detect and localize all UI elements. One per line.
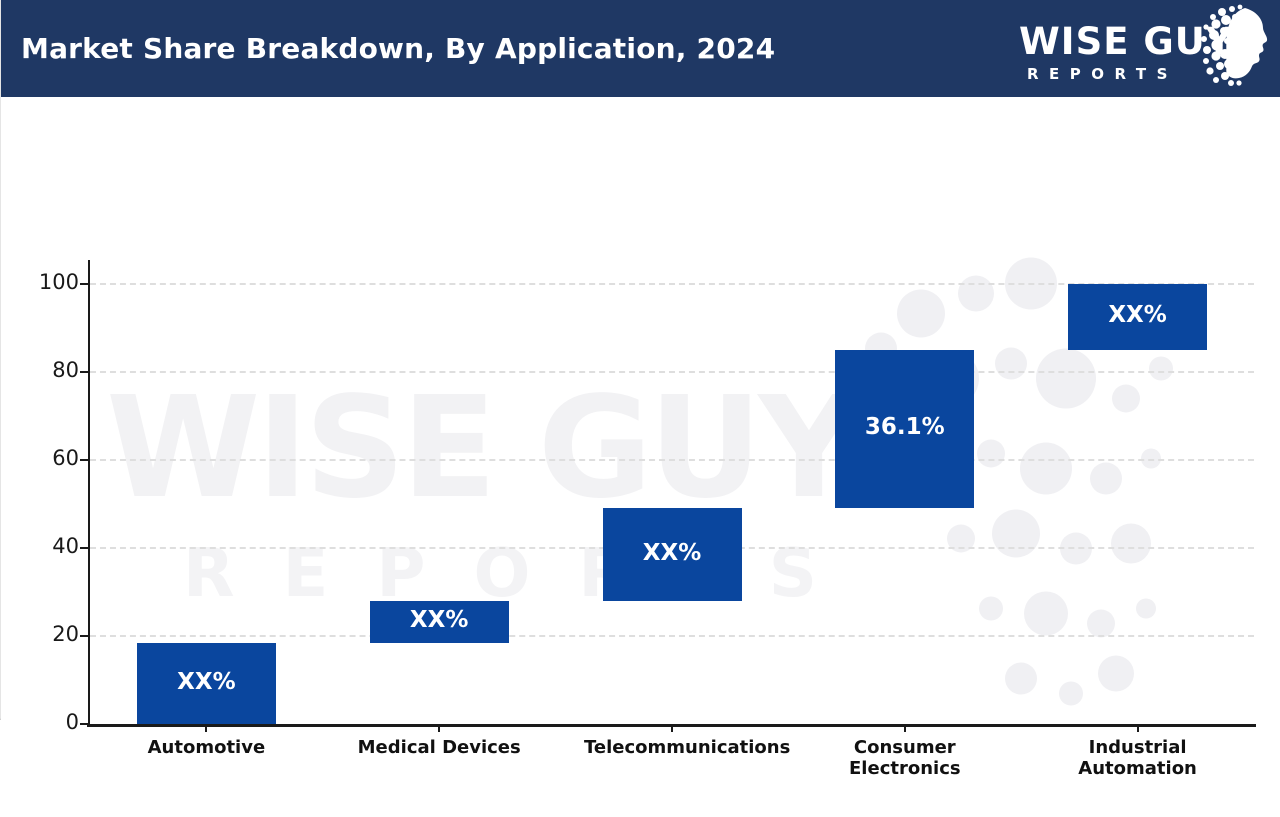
bar-segment: XX% xyxy=(369,600,509,644)
wise-guy-reports-logo: WISE GUY REPORTS xyxy=(1019,4,1268,86)
y-tick-label-100: 100 xyxy=(38,270,79,294)
y-tick-label-20: 20 xyxy=(52,622,79,646)
y-tick-mark-60 xyxy=(80,459,89,461)
logo-wordmark: WISE GUY xyxy=(1019,20,1234,63)
watermark-wordmark: WISE GUY xyxy=(106,367,860,530)
x-tick-mark xyxy=(671,724,673,732)
report-page: Market Share Breakdown, By Application, … xyxy=(0,0,1280,779)
y-axis-line xyxy=(88,260,90,726)
x-category-label: Consumer Electronics xyxy=(849,737,961,780)
bar-segment: XX% xyxy=(136,643,276,724)
y-tick-mark-0 xyxy=(80,723,89,725)
y-tick-mark-20 xyxy=(80,635,89,637)
bar-value-label: XX% xyxy=(642,539,702,566)
x-category-label: Medical Devices xyxy=(357,737,521,758)
bar-value-label: XX% xyxy=(177,668,236,695)
header-bar: Market Share Breakdown, By Application, … xyxy=(1,0,1280,97)
y-tick-label-60: 60 xyxy=(52,446,79,470)
bar-value-label: 36.1% xyxy=(864,413,945,440)
x-category-label: Industrial Automation xyxy=(1078,737,1197,780)
gridline-20 xyxy=(90,635,1254,637)
x-tick-mark xyxy=(903,724,906,732)
bar-segment: XX% xyxy=(1068,284,1208,350)
x-tick-mark xyxy=(438,724,441,732)
y-tick-label-0: 0 xyxy=(65,710,79,734)
bar-value-label: XX% xyxy=(1108,301,1167,328)
y-tick-mark-80 xyxy=(80,371,89,373)
x-category-label: Automotive xyxy=(147,737,266,758)
bar-value-label: XX% xyxy=(409,607,469,634)
x-tick-mark xyxy=(1136,724,1139,732)
y-tick-label-40: 40 xyxy=(52,534,79,558)
x-tick-mark xyxy=(205,724,208,732)
x-category-label: Telecommunications xyxy=(584,737,791,758)
chart-area: WISE GUY REPORTS 0 20 40 60 80 100 XX% Automoti… xyxy=(1,97,1280,779)
gridline-80 xyxy=(90,371,1254,373)
y-tick-mark-100 xyxy=(80,283,89,285)
gridline-100 xyxy=(90,283,1254,285)
bar-segment: 36.1% xyxy=(835,349,975,509)
logo-subtext: REPORTS xyxy=(1027,65,1178,83)
y-tick-mark-40 xyxy=(80,547,89,549)
gridline-60 xyxy=(90,459,1254,461)
y-tick-label-80: 80 xyxy=(52,358,79,382)
logo-head-icon xyxy=(1201,4,1268,86)
bar-segment: XX% xyxy=(602,508,742,601)
page-title: Market Share Breakdown, By Application, … xyxy=(21,32,776,65)
